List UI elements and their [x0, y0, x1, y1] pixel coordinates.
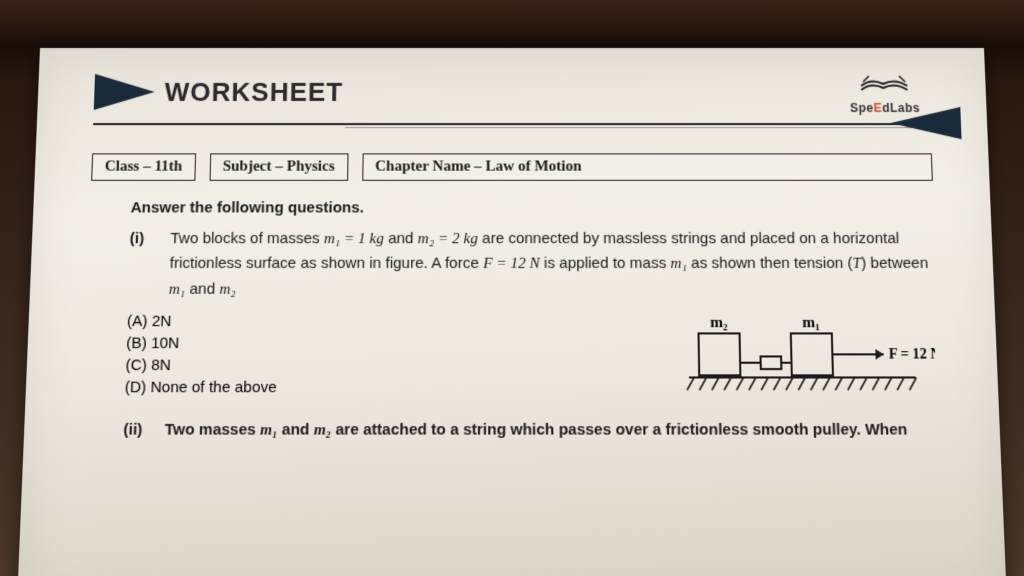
q1-t6: ) between	[861, 255, 929, 273]
subject-box: Subject – Physics	[209, 153, 348, 180]
q2-t3: are attached to a string which passes ov…	[331, 421, 907, 439]
q2-m1: m₁	[260, 422, 278, 439]
class-box: Class – 11th	[91, 153, 196, 180]
question-1-number: (i)	[129, 227, 144, 251]
q1-m1-expr: m₁ = 1 kg	[324, 231, 384, 247]
q1-t4: is applied to mass	[540, 255, 671, 273]
meta-row: Class – 11th Subject – Physics Chapter N…	[91, 153, 933, 180]
q2-t1: Two masses	[165, 421, 261, 439]
fig-force-label: F = 12 N	[889, 347, 938, 363]
q1-t5: as shown then tension (	[687, 255, 853, 273]
q1-t1: Two blocks of masses	[170, 230, 324, 247]
header-rule	[93, 123, 932, 139]
brand-prefix: Spe	[850, 101, 874, 115]
blocks-figure: m₂ m₁ F = 12 N	[678, 313, 938, 418]
worksheet-paper: WORKSHEET SpeEdLabs Class – 11th Subject…	[17, 48, 1008, 576]
q1-m1-ref2: m₁	[169, 281, 186, 298]
title-wrap: WORKSHEET	[94, 74, 344, 110]
q1-m1-ref: m₁	[670, 256, 687, 273]
question-2-body: Two masses m₁ and m₂ are attached to a s…	[164, 417, 942, 443]
q2-m2: m₂	[314, 422, 332, 439]
question-2: (ii) Two masses m₁ and m₂ are attached t…	[123, 417, 942, 443]
instruction-text: Answer the following questions.	[130, 199, 934, 216]
header-triangle-right	[890, 107, 962, 139]
fig-m2-label: m₂	[710, 315, 728, 332]
open-book-icon	[859, 74, 910, 96]
q1-t2: and	[384, 230, 418, 247]
question-1: (i) Two blocks of masses m₁ = 1 kg and m…	[128, 227, 938, 302]
fig-m1-label: m₁	[802, 315, 820, 332]
q1-m2-expr: m₂ = 2 kg	[418, 231, 478, 247]
worksheet-title: WORKSHEET	[164, 76, 343, 107]
q1-f-expr: F = 12 N	[483, 256, 540, 273]
question-1-body: Two blocks of masses m₁ = 1 kg and m₂ = …	[169, 227, 938, 302]
q1-m2-ref: m₂	[219, 281, 236, 298]
q2-t2: and	[277, 421, 314, 439]
question-2-number: (ii)	[123, 417, 143, 442]
ground-hatching	[687, 377, 917, 390]
header-row: WORKSHEET SpeEdLabs	[94, 74, 931, 115]
q1-t7: and	[185, 280, 220, 298]
header-triangle-left	[94, 74, 155, 110]
chapter-box: Chapter Name – Law of Motion	[362, 153, 933, 180]
